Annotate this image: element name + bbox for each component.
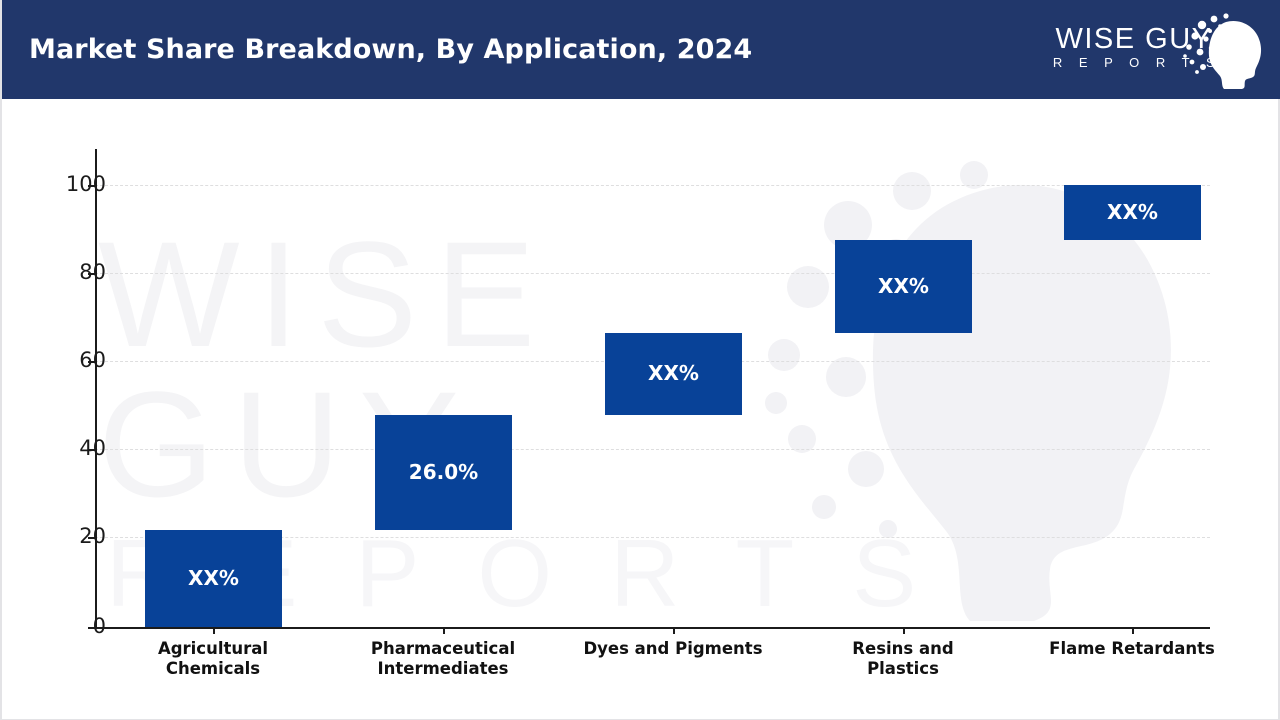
x-tick-label-line: Intermediates [377,659,509,678]
bar-flame-retardants[interactable]: XX% [1064,185,1201,240]
bar-label-agricultural-chemicals: XX% [188,565,239,590]
x-tick-label-line: Resins and [852,639,954,658]
x-tick-label-line: Agricultural [157,639,269,658]
x-tick-mark-agricultural-chemicals [213,627,215,634]
y-tick-mark-20 [88,537,95,539]
page-title: Market Share Breakdown, By Application, … [29,34,753,65]
y-axis-line [95,149,97,629]
x-tick-label-line: Flame Retardants [1049,639,1215,658]
x-tick-label-dyes-and-pigments: Dyes and Pigments [558,639,788,659]
y-tick-label-100: 100 [65,172,106,196]
bar-label-dyes-and-pigments: XX% [648,361,699,385]
x-tick-label-line: Pharmaceutical [370,639,516,658]
bar-agricultural-chemicals[interactable]: XX% [145,530,282,627]
y-tick-label-60: 60 [79,348,106,372]
x-axis-line [95,627,1210,629]
x-tick-mark-dyes-and-pigments [673,627,675,634]
gridline-40 [95,449,1210,450]
brand-name: WISE GUY [1055,23,1213,55]
gridline-100 [95,185,1210,186]
bar-label-pharmaceutical-intermediates: 26.0% [408,459,479,484]
x-tick-label-line: Chemicals [165,659,261,678]
gridline-80 [95,273,1210,274]
gridline-20 [95,537,1210,538]
y-tick-label-40: 40 [79,436,106,460]
bar-resins-and-plastics[interactable]: XX% [835,240,972,333]
plot-area: XX% 26.0% XX% XX% XX% [66,99,1215,720]
brand-wordmark: WISE GUY R E P O R T S [1046,24,1222,72]
brand-subtitle: R E P O R T S [1052,55,1222,70]
x-tick-mark-pharmaceutical-intermediates [443,627,445,634]
y-tick-mark-60 [88,361,95,363]
brand-logo: WISE GUY R E P O R T S [1028,8,1276,92]
x-tick-label-line: Plastics [867,659,939,678]
bar-label-resins-and-plastics: XX% [878,273,929,298]
x-tick-label-resins-and-plastics: Resins and Plastics [788,639,1018,679]
x-tick-label-agricultural-chemicals: Agricultural Chemicals [98,639,328,679]
y-tick-label-20: 20 [79,524,106,548]
page-header: Market Share Breakdown, By Application, … [2,0,1280,99]
head-profile-dots-icon [1183,13,1262,89]
y-tick-mark-0 [88,627,95,629]
x-tick-mark-resins-and-plastics [903,627,905,634]
y-tick-mark-100 [88,185,95,187]
x-tick-label-line: Dyes and Pigments [583,639,763,658]
bar-label-flame-retardants: XX% [1107,199,1158,224]
x-tick-label-pharmaceutical-intermediates: Pharmaceutical Intermediates [328,639,558,679]
y-tick-mark-80 [88,273,95,275]
y-tick-label-0: 0 [92,614,106,638]
y-tick-label-80: 80 [79,260,106,284]
x-tick-mark-flame-retardants [1132,627,1134,634]
bar-dyes-and-pigments[interactable]: XX% [605,333,742,415]
chart-canvas: WISE GUY REPORTS [2,99,1280,720]
x-tick-label-flame-retardants: Flame Retardants [1017,639,1247,659]
bar-pharmaceutical-intermediates[interactable]: 26.0% [375,415,512,530]
y-tick-mark-40 [88,449,95,451]
